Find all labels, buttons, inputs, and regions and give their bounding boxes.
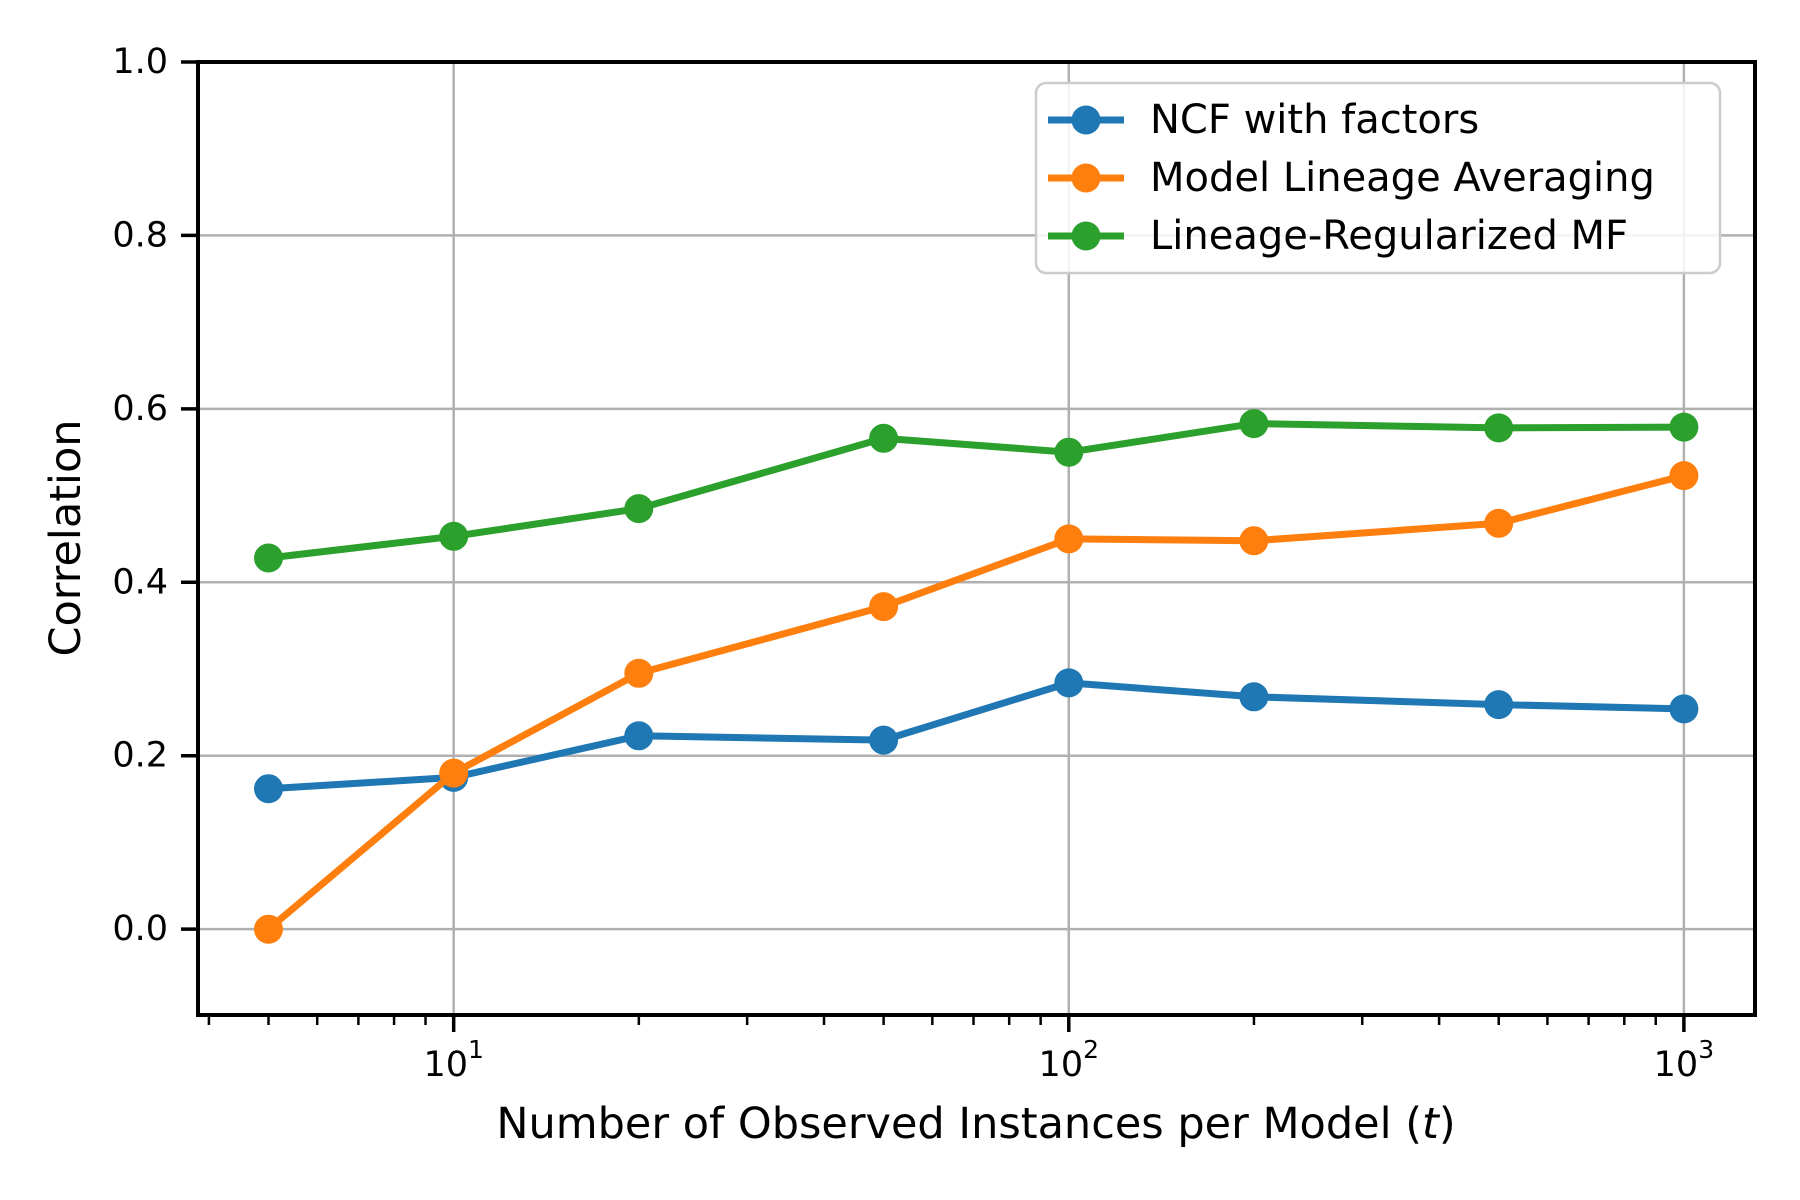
x-axis-label: Number of Observed Instances per Model (… — [496, 1099, 1455, 1149]
y-tick-label: 1.0 — [112, 42, 168, 82]
x-tick-label: 102 — [1039, 1035, 1099, 1085]
data-point — [624, 721, 654, 751]
x-axis-label-italic-t: t — [1422, 1099, 1441, 1149]
data-point — [1239, 682, 1269, 712]
legend-marker-icon — [1071, 221, 1101, 251]
y-tick-label: 0.6 — [112, 389, 168, 429]
data-point — [1484, 413, 1514, 443]
data-point — [254, 774, 283, 804]
data-point — [439, 521, 469, 551]
legend-box — [1034, 81, 1722, 275]
plot-border — [196, 60, 1757, 1017]
legend-label: Model Lineage Averaging — [1150, 155, 1655, 201]
data-point — [1669, 694, 1699, 724]
x-tick-label: 103 — [1654, 1035, 1714, 1085]
legend-item: NCF with factors — [1048, 97, 1479, 143]
data-point — [1669, 461, 1699, 491]
x-tick-label: 101 — [423, 1035, 483, 1085]
x-axis-label-close-paren: ) — [1439, 1099, 1456, 1149]
series-ncf-with-factors — [254, 668, 1699, 804]
data-point — [1239, 409, 1269, 439]
y-tick-label: 0.2 — [112, 736, 168, 776]
ticks — [181, 60, 1686, 1032]
y-tick-label: 0.4 — [112, 562, 168, 602]
legend-marker-icon — [1071, 163, 1101, 193]
data-point — [1484, 690, 1514, 720]
data-point — [1054, 668, 1084, 698]
legend-label: Lineage-Regularized MF — [1150, 213, 1628, 259]
legend-label: NCF with factors — [1150, 97, 1479, 143]
legend: NCF with factors Model Lineage Averaging… — [1034, 81, 1722, 275]
data-point — [869, 725, 899, 755]
data-point — [624, 658, 654, 688]
data-point — [254, 914, 283, 944]
data-point — [254, 543, 283, 573]
data-point — [869, 423, 899, 453]
data-point — [439, 758, 469, 788]
data-point — [1239, 526, 1269, 556]
y-tick-label: 0.0 — [112, 909, 168, 949]
y-tick-label: 0.8 — [112, 215, 168, 255]
series-model-lineage-averaging — [254, 461, 1699, 944]
tick-labels: 101 102 103 0.0 0.2 0.4 0.6 0.8 1.0 — [112, 42, 1714, 1085]
series-line — [265, 420, 1688, 562]
series-lineage-regularized-mf — [254, 409, 1699, 573]
series-line — [265, 679, 1688, 793]
data-point — [1054, 437, 1084, 467]
data-point — [869, 592, 899, 622]
legend-item: Model Lineage Averaging — [1048, 155, 1655, 201]
data-point — [1669, 412, 1699, 442]
series-layer — [254, 409, 1699, 944]
legend-item: Lineage-Regularized MF — [1048, 213, 1628, 259]
legend-marker-icon — [1071, 105, 1101, 135]
data-point — [624, 494, 654, 524]
series-line — [265, 472, 1688, 933]
y-axis-label: Correlation — [41, 419, 91, 656]
x-axis-label-text: Number of Observed Instances per Model ( — [496, 1099, 1422, 1149]
data-point — [1054, 524, 1084, 554]
data-point — [1484, 508, 1514, 538]
